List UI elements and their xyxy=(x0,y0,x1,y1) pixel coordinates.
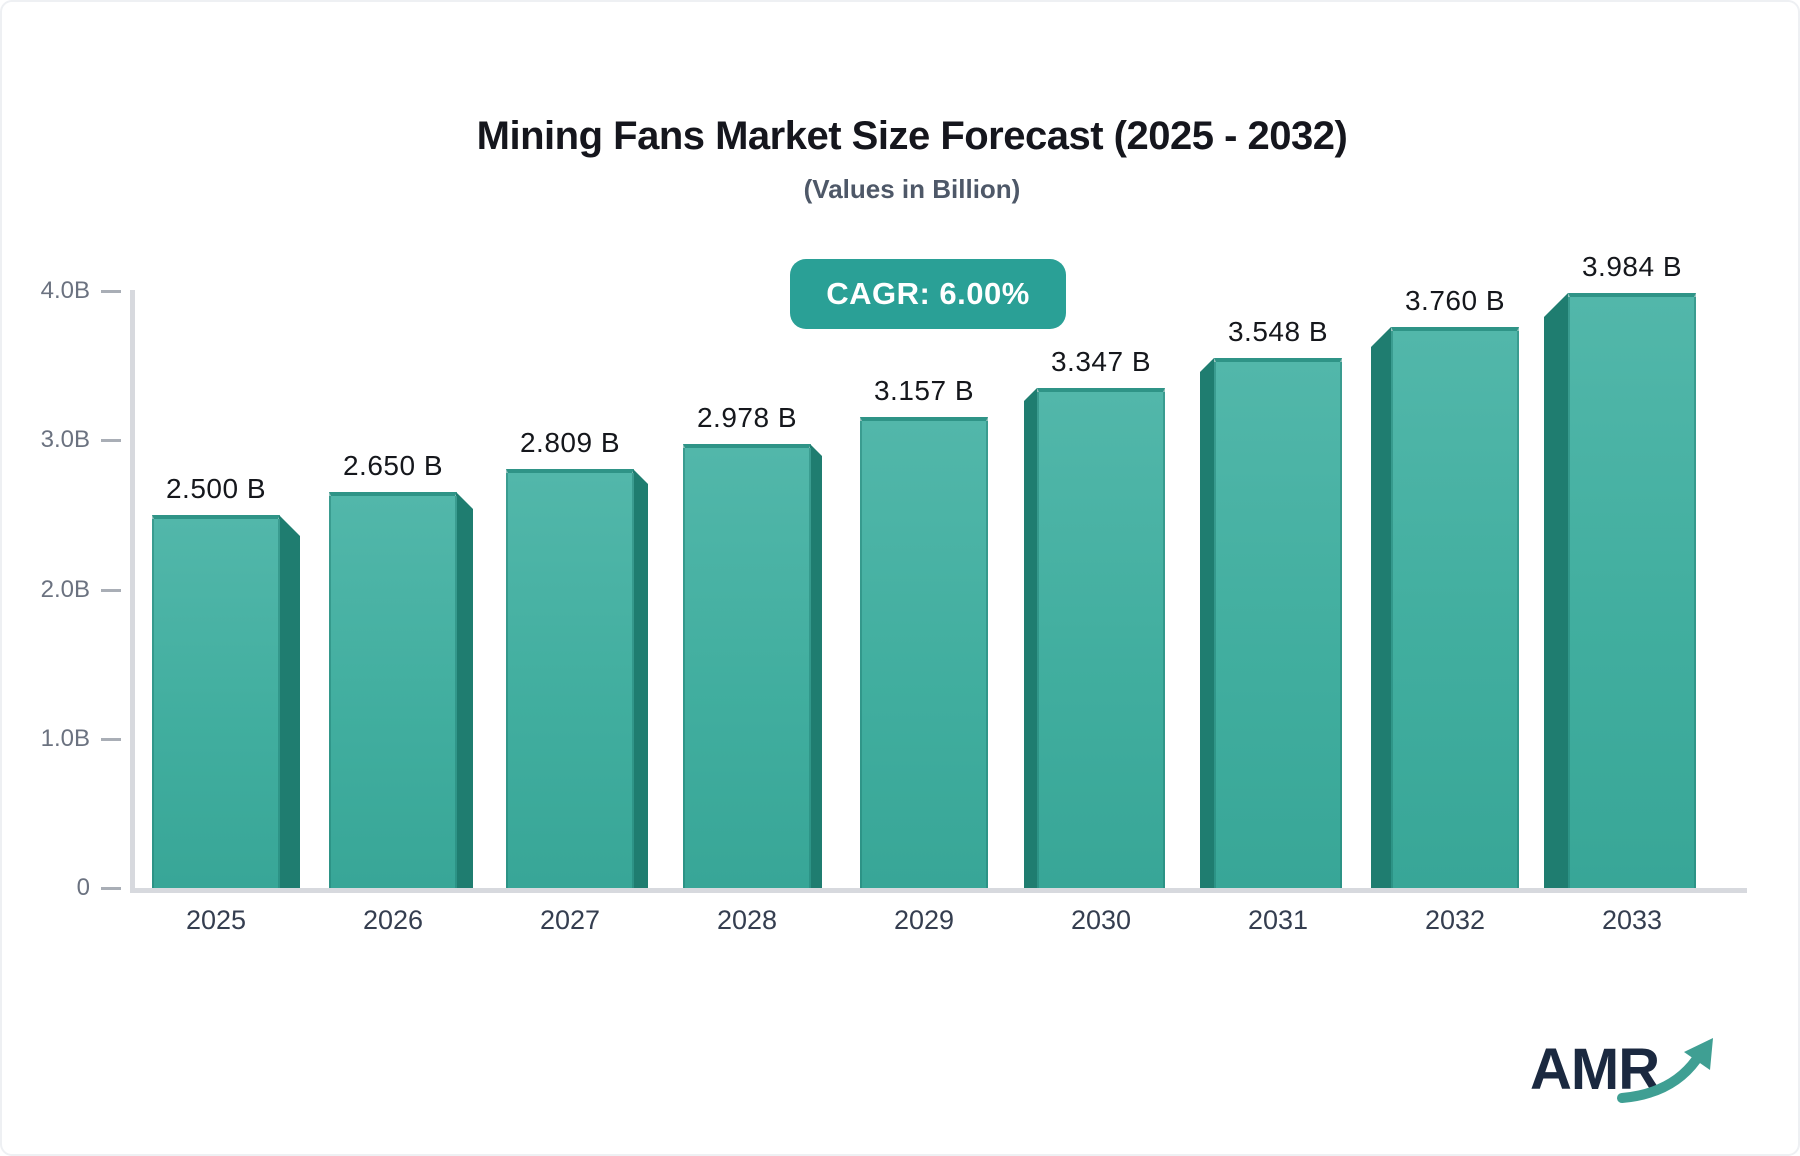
x-axis-label: 2027 xyxy=(539,905,601,935)
y-axis-tick xyxy=(101,737,121,741)
x-axis-label: 2033 xyxy=(1601,905,1663,935)
bar-2030 xyxy=(1037,388,1165,888)
chart-title: Mining Fans Market Size Forecast (2025 -… xyxy=(476,114,1348,158)
cagr-badge-label: CAGR: 6.00% xyxy=(826,276,1030,311)
y-axis-tick xyxy=(101,588,121,592)
bar-2033 xyxy=(1568,293,1696,888)
x-axis-label: 2030 xyxy=(1070,905,1132,935)
bar-side-panel xyxy=(1024,388,1037,888)
y-axis-label: 4.0B xyxy=(40,277,90,304)
bar-value-label: 2.978 B xyxy=(696,402,798,433)
y-axis-label: 2.0B xyxy=(40,575,90,603)
bar-value-label: 2.500 B xyxy=(165,473,267,504)
bar-2031 xyxy=(1214,358,1342,888)
x-axis-label: 2029 xyxy=(893,905,955,935)
y-axis-tick xyxy=(101,439,121,443)
y-axis-tick xyxy=(101,887,121,890)
x-axis-line xyxy=(130,888,1747,893)
y-axis-tick xyxy=(101,290,121,293)
x-axis-label: 2026 xyxy=(362,905,424,935)
bar-value-label: 3.157 B xyxy=(873,375,975,406)
bar-side-panel xyxy=(810,444,822,888)
y-axis-label: 1.0B xyxy=(40,724,90,752)
x-axis-label: 2032 xyxy=(1424,905,1486,935)
bar-value-label: 3.548 B xyxy=(1227,316,1329,347)
cagr-badge: CAGR: 6.00% xyxy=(790,259,1066,329)
bar-2027 xyxy=(506,469,634,888)
bar-value-label: 2.809 B xyxy=(519,427,621,458)
bar-2026 xyxy=(329,492,457,888)
chart-subtitle: (Values in Billion) xyxy=(803,174,1021,204)
y-axis-label: 0 xyxy=(76,874,90,901)
bar-side-panel xyxy=(1200,358,1214,888)
growth-arrow-icon xyxy=(1617,1038,1713,1103)
amr-logo: AMR xyxy=(1530,1036,1740,1116)
x-axis-label: 2028 xyxy=(716,905,778,935)
bar-value-label: 2.650 B xyxy=(342,450,444,481)
x-axis-label: 2025 xyxy=(185,905,247,935)
bar-side-panel xyxy=(456,492,473,888)
bar-side-panel xyxy=(1371,327,1391,888)
bar-value-label: 3.347 B xyxy=(1050,346,1152,377)
bar-2028 xyxy=(683,444,811,888)
bar-side-panel xyxy=(1544,293,1568,888)
bar-side-panel xyxy=(279,515,300,888)
bar-value-label: 3.760 B xyxy=(1404,285,1506,316)
bar-value-label: 3.984 B xyxy=(1581,251,1683,282)
bar-2025 xyxy=(152,515,280,888)
bar-2029 xyxy=(860,417,988,888)
x-axis-label: 2031 xyxy=(1247,905,1309,935)
y-axis-label: 3.0B xyxy=(40,426,90,454)
bar-side-panel xyxy=(633,469,648,888)
y-axis-line xyxy=(130,290,135,893)
bar-2032 xyxy=(1391,327,1519,888)
